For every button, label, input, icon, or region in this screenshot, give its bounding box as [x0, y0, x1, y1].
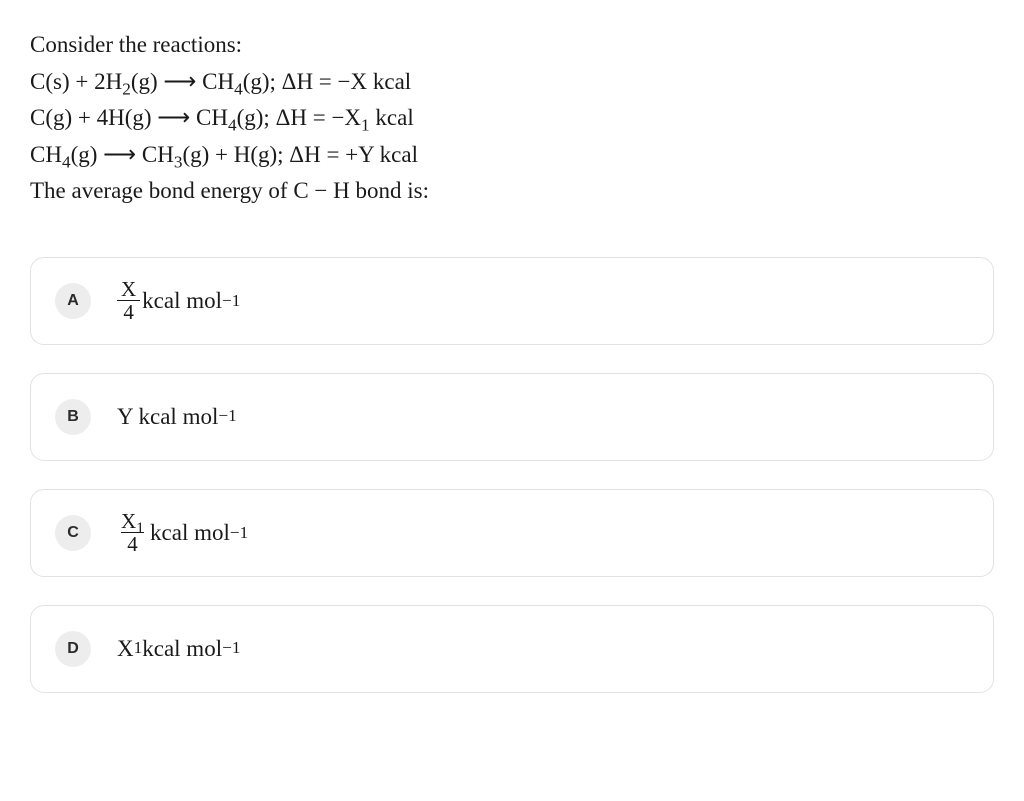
option-unit: kcal mol: [150, 518, 230, 548]
text-pre: X: [117, 634, 134, 664]
sub: 1: [361, 116, 370, 135]
fraction: X1 4: [117, 510, 148, 555]
sub: 2: [122, 79, 131, 98]
option-unit: kcal mol: [142, 286, 222, 316]
r3-part1: CH: [30, 142, 62, 167]
option-letter: C: [55, 515, 91, 551]
fraction-numerator: X: [117, 278, 140, 300]
r1-part1: C(s) + 2H: [30, 69, 122, 94]
sub: 4: [234, 79, 243, 98]
reaction-3: CH4(g) ⟶ CH3(g) + H(g); ΔH = +Y kcal: [30, 138, 994, 173]
num-pre: X: [121, 509, 136, 533]
option-letter: A: [55, 283, 91, 319]
option-a[interactable]: A X 4 kcal mol−1: [30, 257, 994, 345]
option-unit: kcal mol: [142, 634, 222, 664]
fraction-numerator: X1: [117, 510, 148, 532]
r1-part3: (g); ΔH = −X kcal: [243, 69, 411, 94]
option-c[interactable]: C X1 4 kcal mol−1: [30, 489, 994, 577]
option-text: X 4 kcal mol−1: [117, 278, 240, 323]
question-ask: The average bond energy of C − H bond is…: [30, 174, 994, 209]
r2-part1: C(g) + 4H(g) ⟶ CH: [30, 105, 228, 130]
reaction-2: C(g) + 4H(g) ⟶ CH4(g); ΔH = −X1 kcal: [30, 101, 994, 136]
fraction: X 4: [117, 278, 140, 323]
option-text: Y kcal mol−1: [117, 402, 237, 432]
question-intro: Consider the reactions:: [30, 28, 994, 63]
option-d[interactable]: D X1 kcal mol−1: [30, 605, 994, 693]
option-text: X1 kcal mol−1: [117, 634, 240, 664]
r1-part2: (g) ⟶ CH: [131, 69, 234, 94]
fraction-denominator: 4: [121, 532, 144, 555]
question-stem: Consider the reactions: C(s) + 2H2(g) ⟶ …: [30, 28, 994, 209]
fraction-denominator: 4: [117, 300, 140, 323]
option-letter: D: [55, 631, 91, 667]
sub: 4: [228, 116, 237, 135]
option-unit: Y kcal mol: [117, 402, 218, 432]
sub: 4: [62, 152, 71, 171]
r2-part3: kcal: [370, 105, 414, 130]
r2-part2: (g); ΔH = −X: [237, 105, 361, 130]
option-b[interactable]: B Y kcal mol−1: [30, 373, 994, 461]
r3-part2: (g) ⟶ CH: [71, 142, 174, 167]
options-list: A X 4 kcal mol−1 B Y kcal mol−1 C X1 4 k…: [30, 257, 994, 693]
option-text: X1 4 kcal mol−1: [117, 510, 248, 555]
reaction-1: C(s) + 2H2(g) ⟶ CH4(g); ΔH = −X kcal: [30, 65, 994, 100]
r3-part3: (g) + H(g); ΔH = +Y kcal: [182, 142, 418, 167]
option-letter: B: [55, 399, 91, 435]
